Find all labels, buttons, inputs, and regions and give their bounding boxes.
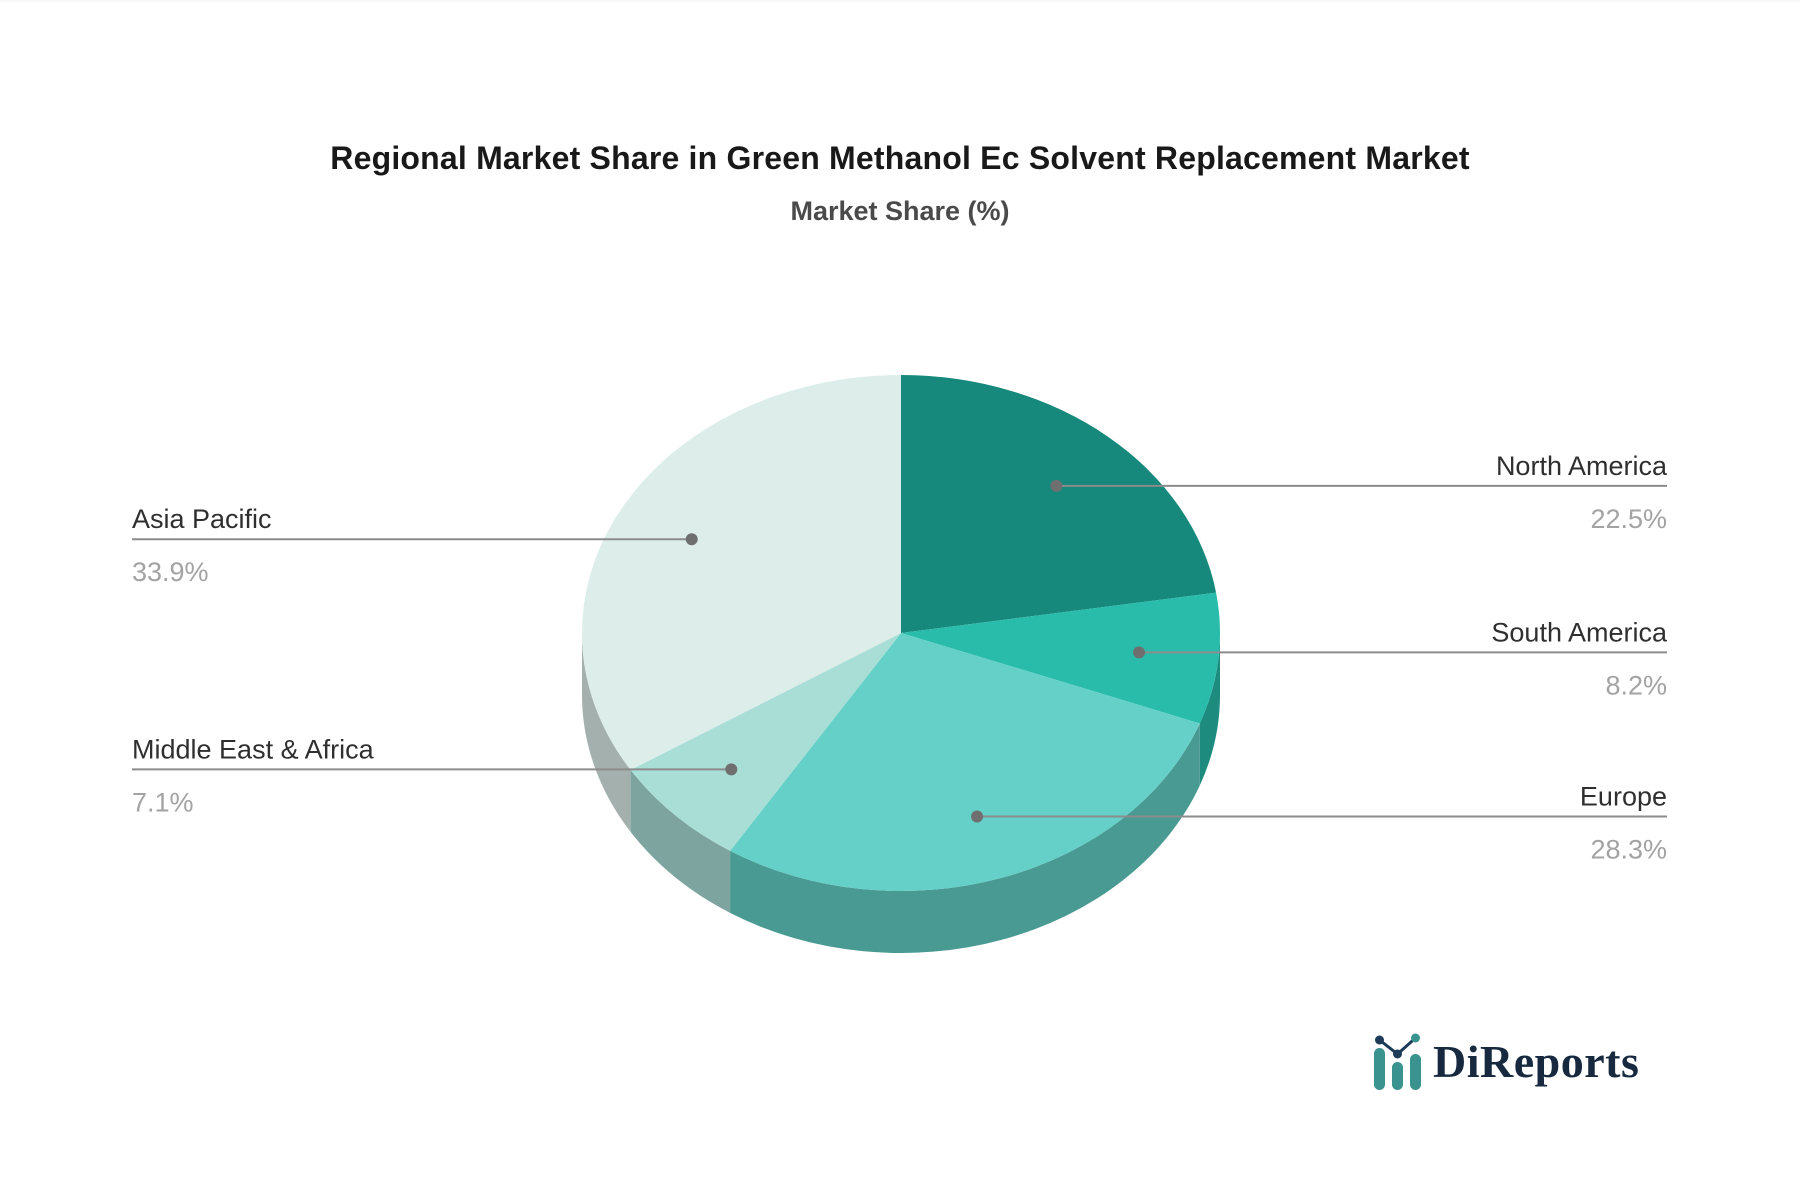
bar-line-chart-icon [1374,1033,1421,1090]
pie-slice-europe[interactable] [730,633,1200,891]
pie-slice-asia-pacific[interactable] [582,375,901,770]
callout-value-north-america: 22.5% [1590,504,1667,534]
pie-slice-south-america[interactable] [901,592,1221,724]
chart-subtitle: Market Share (%) [790,196,1010,226]
callout-dot-europe [971,810,984,823]
pie-slice-side-south-america [1199,633,1220,786]
callout-label-europe: Europe [1580,781,1667,811]
direports-logo: DiReports [1372,1030,1639,1094]
callout-dot-south-america [1133,646,1146,659]
pie-slice-side-europe [730,723,1200,953]
callout-dot-asia-pacific [685,533,698,546]
callout-label-middle-east-africa: Middle East & Africa [132,734,375,764]
chart-title: Regional Market Share in Green Methanol … [330,140,1470,176]
callout-value-asia-pacific: 33.9% [132,557,209,587]
pie-slice-side-asia-pacific [582,633,631,832]
callout-label-south-america: South America [1491,617,1668,647]
page-top-edge [0,0,1800,2]
callout-value-europe: 28.3% [1590,834,1667,864]
pie-slice-north-america[interactable] [901,375,1217,633]
pie-slice-side-middle-east-africa [630,769,731,913]
callout-dot-north-america [1050,479,1063,492]
callout-label-north-america: North America [1496,451,1668,481]
callout-label-asia-pacific: Asia Pacific [132,504,272,534]
logo-wordmark: DiReports [1433,1036,1640,1087]
pie-slice-middle-east-africa[interactable] [630,633,901,851]
callout-dot-middle-east-africa [725,763,738,776]
callout-value-middle-east-africa: 7.1% [132,787,194,817]
callout-value-south-america: 8.2% [1605,670,1667,700]
